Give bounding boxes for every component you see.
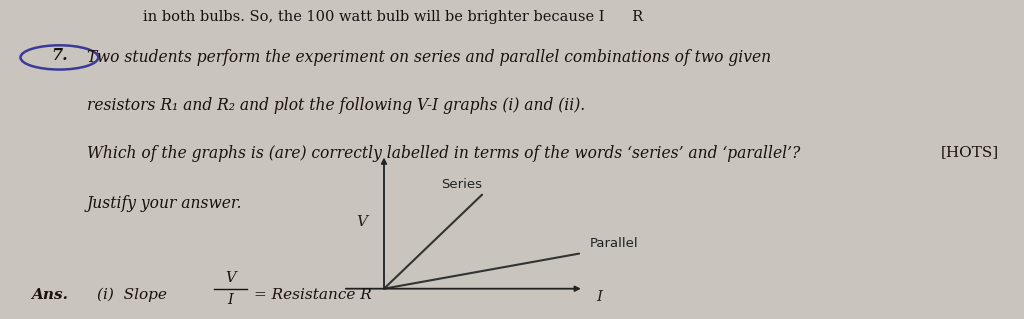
Text: (i)  Slope: (i) Slope: [97, 288, 167, 302]
Text: I: I: [596, 290, 602, 304]
Text: Parallel: Parallel: [590, 237, 638, 250]
Text: [HOTS]: [HOTS]: [940, 145, 998, 159]
Text: Which of the graphs is (are) correctly labelled in terms of the words ‘series’ a: Which of the graphs is (are) correctly l…: [87, 145, 801, 162]
Text: Ans.: Ans.: [31, 288, 68, 302]
Text: Justify your answer.: Justify your answer.: [87, 195, 243, 211]
Text: 7.: 7.: [51, 47, 68, 64]
Text: V: V: [225, 271, 236, 285]
Text: in both bulbs. So, the 100 watt bulb will be brighter because I      R: in both bulbs. So, the 100 watt bulb wil…: [143, 10, 643, 24]
Text: = Resistance R: = Resistance R: [254, 288, 372, 302]
Text: I: I: [227, 293, 233, 307]
Text: Series: Series: [441, 178, 482, 191]
Text: Two students perform the experiment on series and parallel combinations of two g: Two students perform the experiment on s…: [87, 49, 771, 66]
Text: V: V: [356, 215, 367, 229]
Text: resistors R₁ and R₂ and plot the following V-I graphs (i) and (ii).: resistors R₁ and R₂ and plot the followi…: [87, 97, 585, 114]
